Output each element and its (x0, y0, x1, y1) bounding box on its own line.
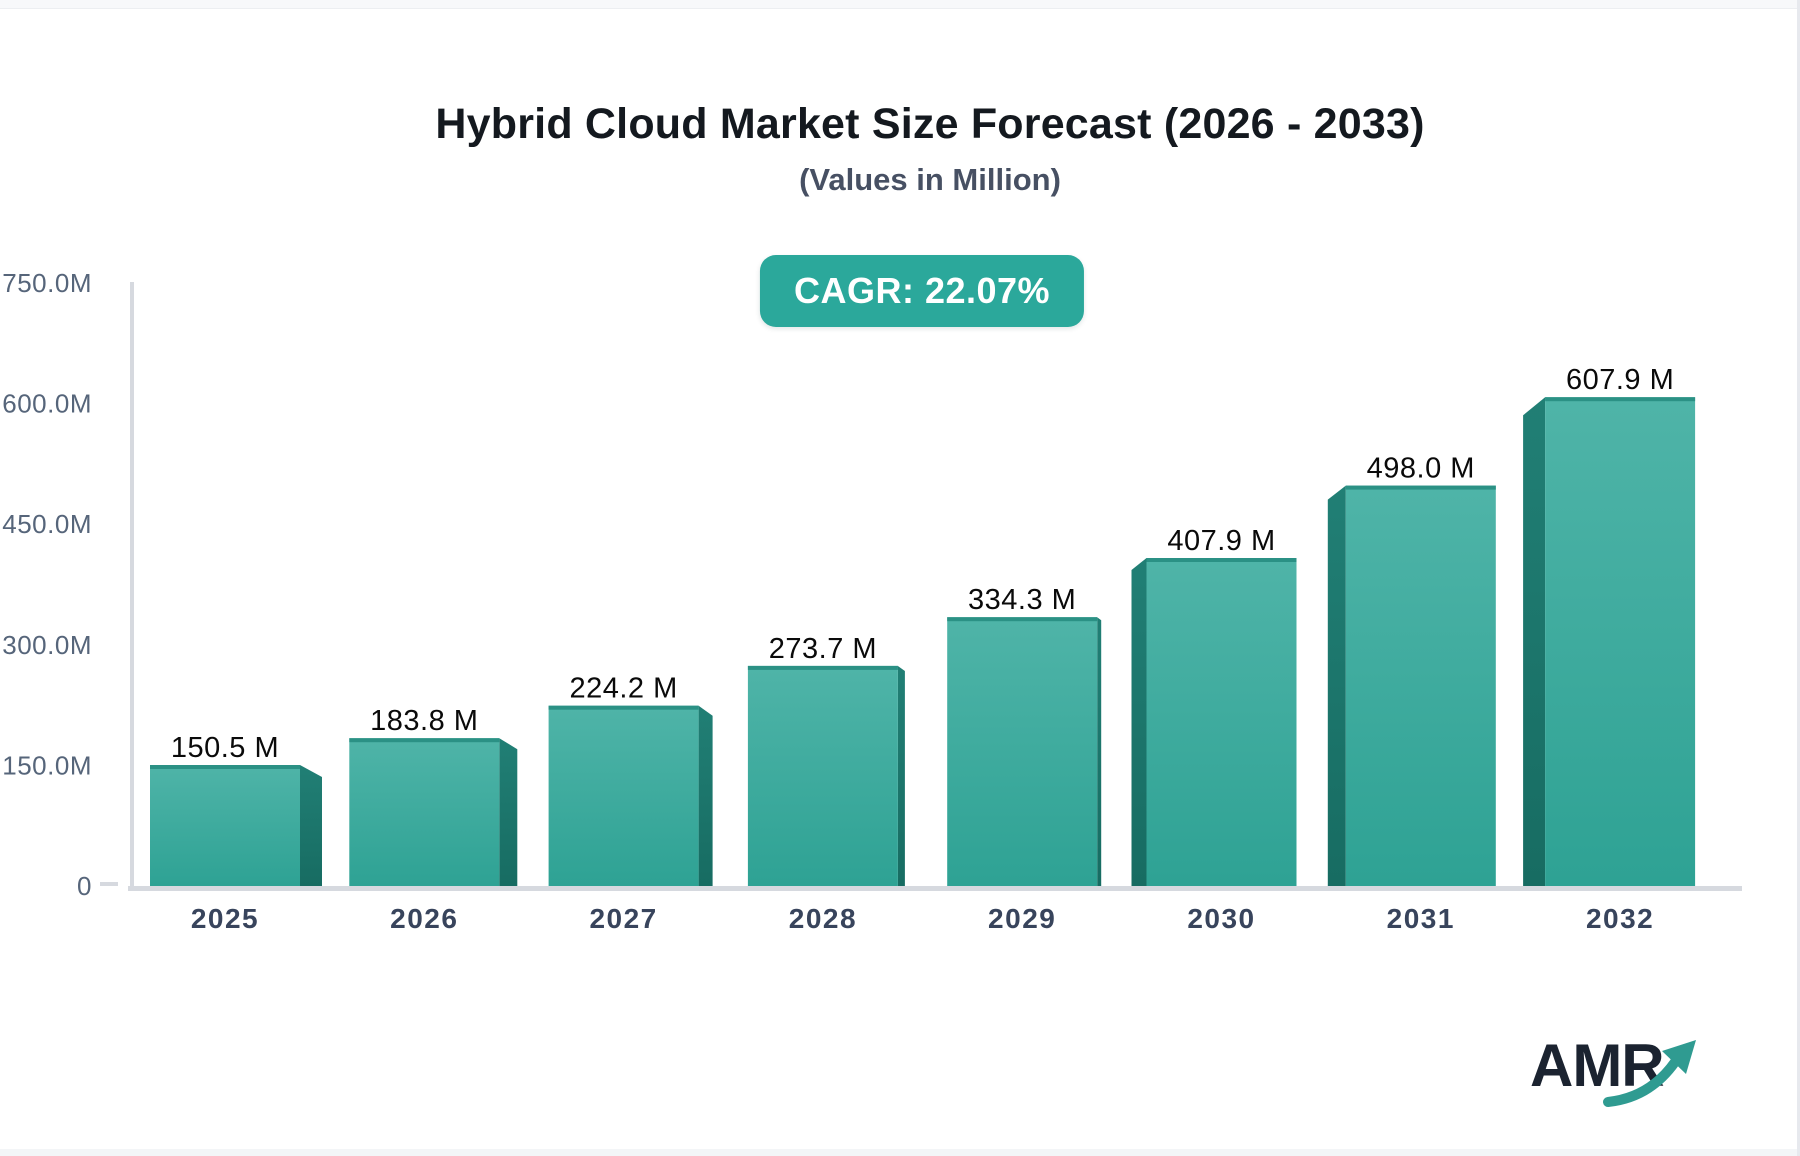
x-tick-label: 2028 (789, 903, 857, 934)
bar-side-2027 (698, 705, 713, 886)
bar-value-label: 407.9 M (1167, 525, 1275, 557)
zero-tick-mark (100, 882, 118, 886)
bar-side-2032 (1523, 397, 1546, 886)
bar-2026 (349, 738, 500, 886)
bar-top-edge-2029 (947, 617, 1098, 622)
bar-side-2025 (300, 764, 322, 886)
bar-top-edge-2032 (1545, 397, 1696, 402)
bar-2031 (1345, 485, 1496, 886)
bar-top-edge-2026 (349, 738, 500, 743)
bar-side-2030 (1131, 558, 1147, 886)
bar-top-edge-2031 (1345, 485, 1496, 490)
bar-value-label: 273.7 M (769, 633, 877, 665)
top-border-strip (0, 0, 1800, 9)
bar-side-2031 (1327, 485, 1346, 886)
x-tick-label: 2032 (1586, 903, 1654, 934)
x-axis-line (128, 886, 1742, 891)
y-tick-label: 450.0M (2, 509, 92, 539)
bottom-border-strip (0, 1149, 1800, 1156)
bar-top-edge-2030 (1146, 558, 1297, 562)
growth-arrow-icon (1603, 1040, 1696, 1107)
bar-side-2029 (1097, 617, 1102, 886)
bar-value-label: 183.8 M (370, 705, 478, 737)
chart-subtitle: (Values in Million) (799, 162, 1061, 197)
bar-2027 (548, 705, 699, 886)
right-border-strip (1797, 0, 1800, 1156)
bar-value-label: 150.5 M (171, 732, 279, 764)
cagr-badge-label: CAGR: 22.07% (793, 270, 1051, 311)
bar-side-2026 (499, 738, 518, 886)
bar-side-2028 (897, 665, 905, 886)
y-tick-label: 300.0M (2, 630, 92, 660)
x-tick-label: 2025 (191, 903, 259, 934)
cagr-badge: CAGR: 22.07% (759, 255, 1085, 327)
bar-2025 (150, 765, 300, 886)
bar-value-label: 334.3 M (968, 584, 1076, 616)
bar-top-edge-2028 (747, 665, 898, 670)
x-tick-label: 2030 (1187, 903, 1255, 934)
y-tick-label: 0 (77, 871, 92, 901)
bar-value-label: 498.0 M (1367, 453, 1475, 485)
bar-value-label: 607.9 M (1566, 364, 1674, 396)
y-tick-label: 150.0M (2, 750, 92, 780)
bar-2030 (1146, 558, 1297, 886)
bar-2032 (1545, 397, 1696, 886)
y-axis-line (130, 282, 134, 891)
x-tick-label: 2031 (1387, 903, 1455, 934)
amr-logo: AMR (1530, 1032, 1696, 1107)
x-tick-label: 2026 (390, 903, 458, 934)
bar-top-edge-2027 (548, 705, 699, 710)
chart-title: Hybrid Cloud Market Size Forecast (2026 … (435, 100, 1425, 148)
bar-value-label: 224.2 M (569, 673, 677, 705)
x-tick-label: 2027 (589, 903, 657, 934)
y-tick-label: 600.0M (2, 389, 92, 419)
bar-2028 (747, 665, 898, 886)
x-tick-label: 2029 (988, 903, 1056, 934)
bar-top-edge-2025 (150, 765, 300, 769)
y-tick-label: 750.0M (2, 268, 92, 298)
bar-2029 (947, 617, 1098, 886)
